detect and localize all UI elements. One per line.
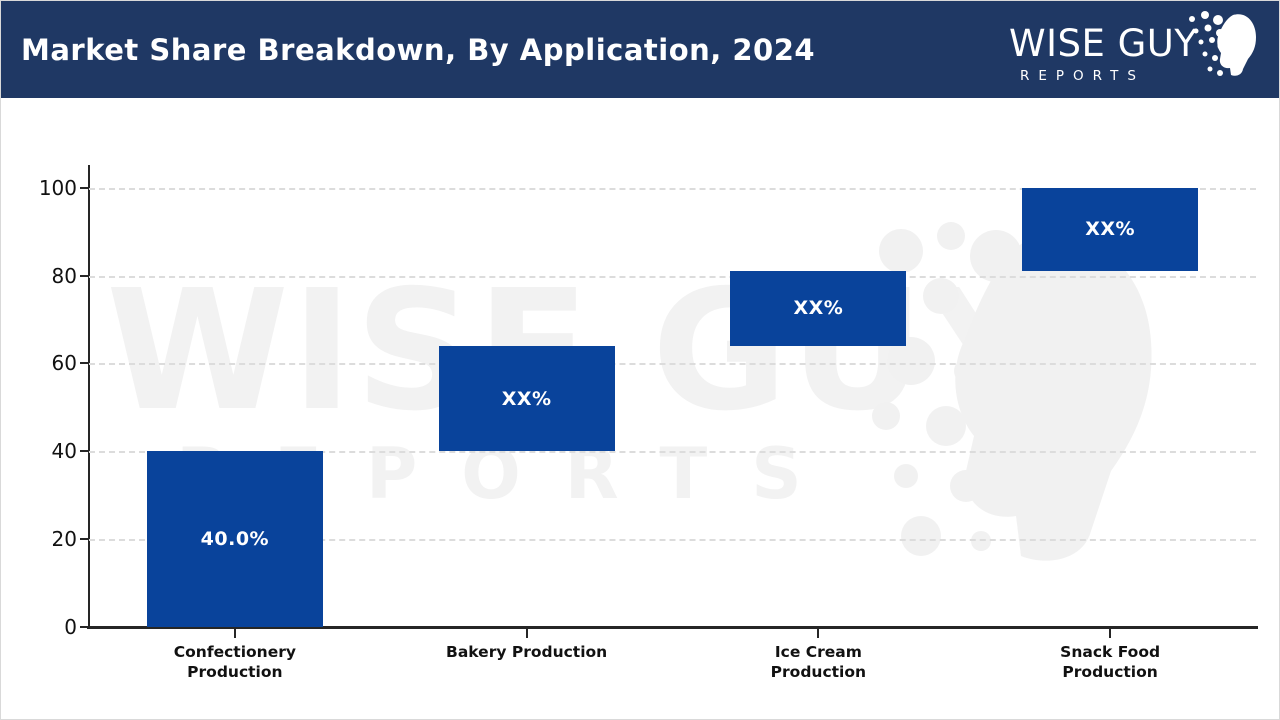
y-tick-label-80: 80 — [51, 263, 77, 288]
x-tick-label-confectionery-production: Confectionery Production — [173, 643, 296, 681]
y-tick-label-60: 60 — [51, 351, 77, 376]
bar-confectionery-production: 40.0% — [146, 451, 323, 627]
bar-value-label-bakery-production: XX% — [501, 387, 552, 410]
gridline-40 — [89, 451, 1256, 454]
bar-value-label-ice-cream-production: XX% — [793, 297, 844, 320]
x-axis-line — [87, 626, 1258, 629]
bar-ice-cream-production: XX% — [730, 271, 907, 346]
logo-wordmark-line2: REPORTS — [1020, 68, 1145, 84]
y-tick-mark-0 — [80, 626, 88, 628]
y-tick-label-100: 100 — [38, 175, 77, 200]
page-title: Market Share Breakdown, By Application, … — [21, 32, 816, 67]
bar-snack-food-production: XX% — [1022, 187, 1199, 272]
x-tick-label-bakery-production: Bakery Production — [446, 643, 608, 661]
wise-guy-reports-logo: WISE GUY REPORTS — [1009, 10, 1256, 84]
gridline-100 — [89, 187, 1256, 190]
bar-value-label-confectionery-production: 40.0% — [200, 528, 270, 551]
x-tick-mark-ice-cream-production — [817, 629, 820, 638]
x-tick-label-snack-food-production: Snack Food Production — [1060, 643, 1161, 681]
y-tick-label-0: 0 — [64, 615, 77, 639]
gridline-20 — [89, 539, 1256, 542]
header-band: Market Share Breakdown, By Application, … — [1, 1, 1279, 98]
logo-wordmark-line1: WISE GUY — [1009, 22, 1197, 65]
y-axis-line — [88, 165, 90, 629]
x-tick-label-ice-cream-production: Ice Cream Production — [770, 643, 867, 681]
x-tick-mark-confectionery-production — [233, 629, 236, 638]
y-tick-mark-60 — [80, 362, 88, 365]
y-tick-mark-20 — [80, 538, 88, 541]
y-tick-mark-100 — [80, 186, 88, 189]
y-tick-label-20: 20 — [51, 527, 77, 552]
y-tick-label-40: 40 — [51, 439, 77, 464]
logo-face-profile-icon — [1217, 13, 1256, 76]
bar-bakery-production: XX% — [438, 345, 615, 452]
bar-value-label-snack-food-production: XX% — [1085, 218, 1136, 241]
y-tick-mark-40 — [80, 450, 88, 453]
gridline-60 — [89, 363, 1256, 366]
y-tick-mark-80 — [80, 274, 88, 277]
gridline-80 — [89, 275, 1256, 278]
x-tick-mark-bakery-production — [525, 629, 528, 638]
x-tick-mark-snack-food-production — [1109, 629, 1112, 638]
